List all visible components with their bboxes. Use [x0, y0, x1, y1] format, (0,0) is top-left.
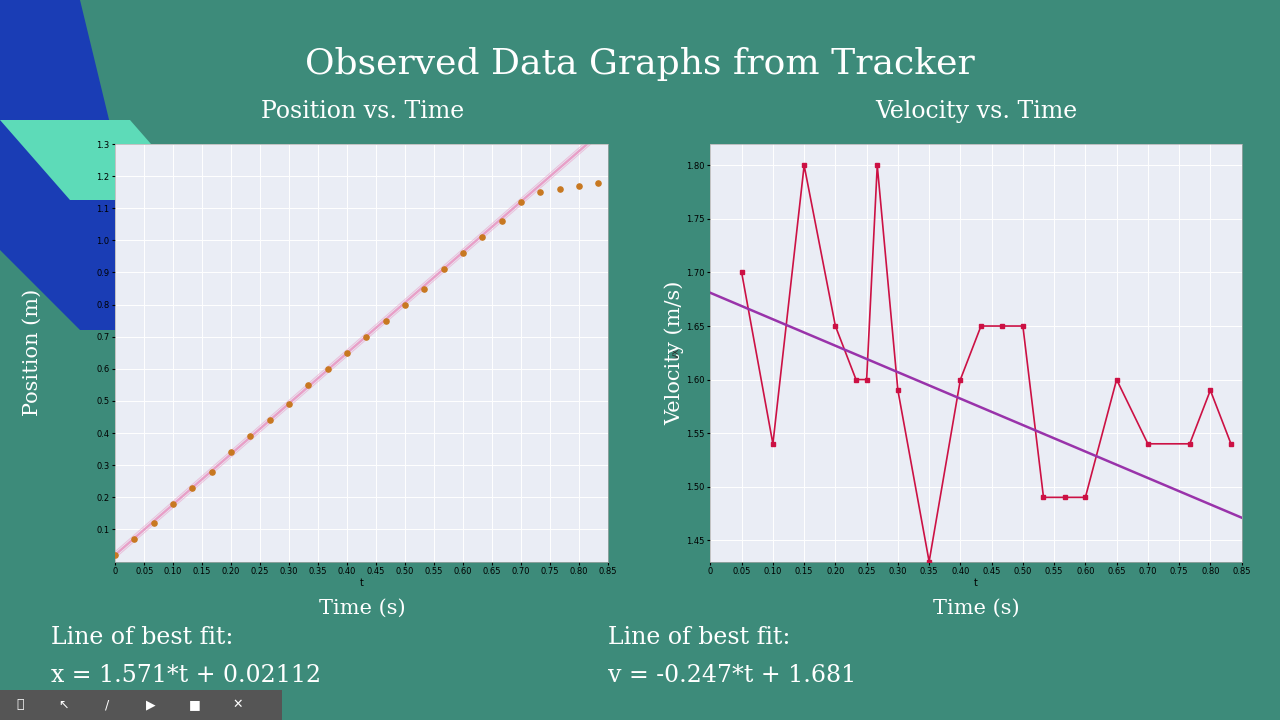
Point [549, 183, 570, 194]
Point [434, 264, 454, 275]
Text: Velocity vs. Time: Velocity vs. Time [876, 100, 1078, 123]
Point [241, 431, 261, 442]
Text: Position vs. Time: Position vs. Time [261, 100, 463, 123]
Text: Time (s): Time (s) [319, 599, 406, 618]
Point [588, 177, 608, 189]
Point [511, 196, 531, 207]
Text: /: / [105, 698, 109, 711]
Point [394, 299, 415, 310]
Text: x = 1.571*t + 0.02112: x = 1.571*t + 0.02112 [51, 664, 321, 687]
Text: vx: vx [671, 347, 681, 359]
Point [492, 215, 512, 227]
Text: ✕: ✕ [233, 698, 243, 711]
Point [356, 331, 376, 343]
Text: Line of best fit:: Line of best fit: [608, 626, 790, 649]
Point [279, 398, 300, 410]
Point [376, 315, 397, 326]
Text: ↖: ↖ [58, 698, 69, 711]
Point [182, 482, 202, 493]
Text: Line of best fit:: Line of best fit: [51, 626, 233, 649]
Text: ▶: ▶ [146, 698, 155, 711]
Polygon shape [0, 0, 160, 330]
Point [221, 446, 242, 458]
Text: v = -0.247*t + 1.681: v = -0.247*t + 1.681 [608, 664, 856, 687]
Text: Observed Data Graphs from Tracker: Observed Data Graphs from Tracker [305, 47, 975, 81]
Text: Position (m): Position (m) [23, 289, 41, 416]
Text: Time (s): Time (s) [933, 599, 1020, 618]
Point [105, 549, 125, 561]
Point [124, 534, 145, 545]
Point [202, 466, 223, 477]
Point [337, 347, 357, 359]
Point [568, 180, 589, 192]
Point [453, 248, 474, 259]
Point [143, 517, 164, 528]
Point [472, 231, 493, 243]
Text: ■: ■ [188, 698, 200, 711]
Point [298, 379, 319, 391]
X-axis label: t: t [974, 577, 978, 588]
Polygon shape [0, 120, 200, 200]
Point [317, 363, 338, 374]
Point [413, 283, 434, 294]
Point [260, 415, 280, 426]
X-axis label: t: t [360, 577, 364, 588]
Point [530, 186, 550, 198]
Text: Velocity (m/s): Velocity (m/s) [664, 281, 685, 425]
Text: ⏸: ⏸ [15, 698, 23, 711]
Point [163, 498, 183, 510]
